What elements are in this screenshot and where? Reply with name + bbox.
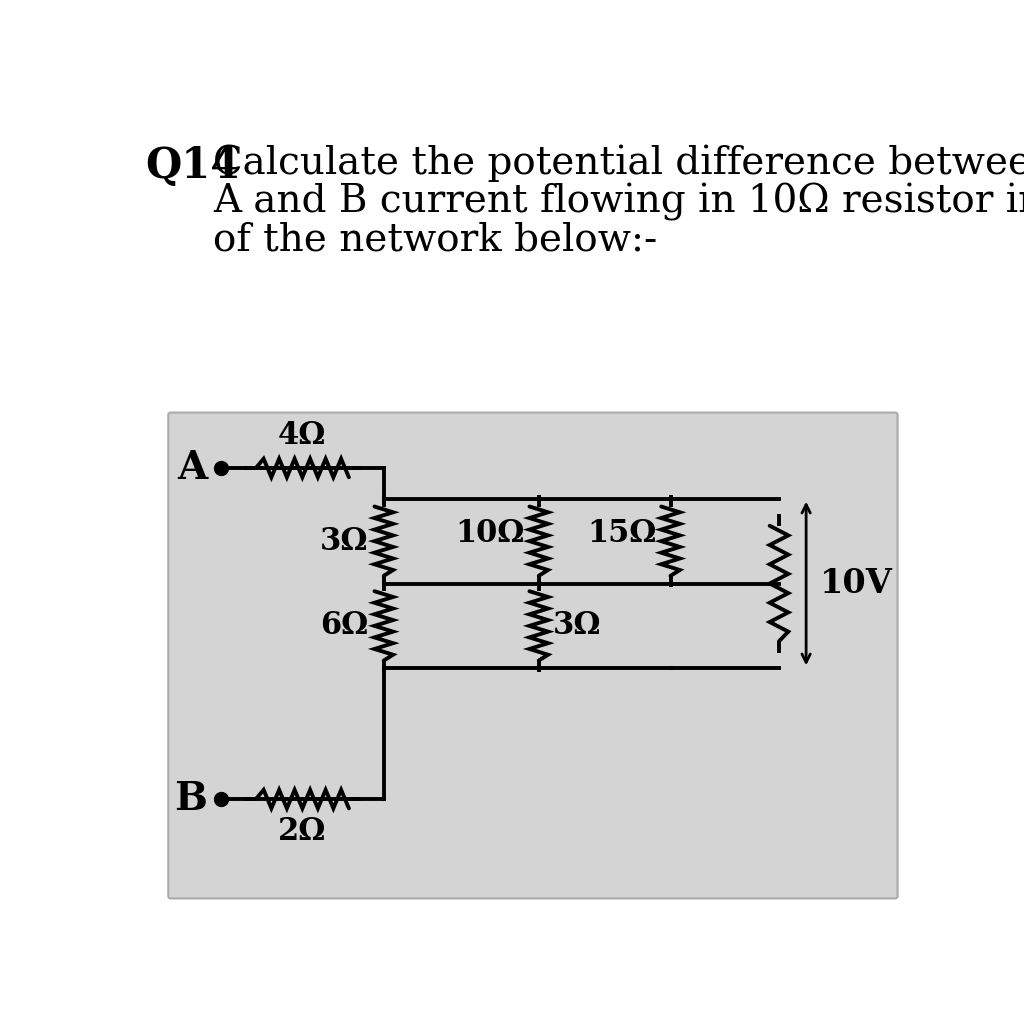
Text: 3Ω: 3Ω bbox=[553, 610, 601, 641]
Text: B: B bbox=[174, 781, 207, 818]
FancyBboxPatch shape bbox=[168, 413, 898, 899]
Text: of the network below:-: of the network below:- bbox=[213, 221, 657, 259]
Text: 6Ω: 6Ω bbox=[319, 610, 369, 641]
Text: 10V: 10V bbox=[820, 567, 893, 600]
Text: 15Ω: 15Ω bbox=[587, 518, 656, 549]
Text: 3Ω: 3Ω bbox=[319, 526, 369, 556]
Text: 4Ω: 4Ω bbox=[279, 420, 327, 451]
Text: A: A bbox=[177, 449, 207, 487]
Text: Q14: Q14 bbox=[145, 145, 240, 186]
Text: Calculate the potential difference between, points: Calculate the potential difference betwe… bbox=[213, 145, 1024, 182]
Text: 10Ω: 10Ω bbox=[456, 518, 524, 549]
Text: A and B current flowing in 10Ω resistor in the part: A and B current flowing in 10Ω resistor … bbox=[213, 183, 1024, 221]
Text: 2Ω: 2Ω bbox=[279, 816, 327, 847]
